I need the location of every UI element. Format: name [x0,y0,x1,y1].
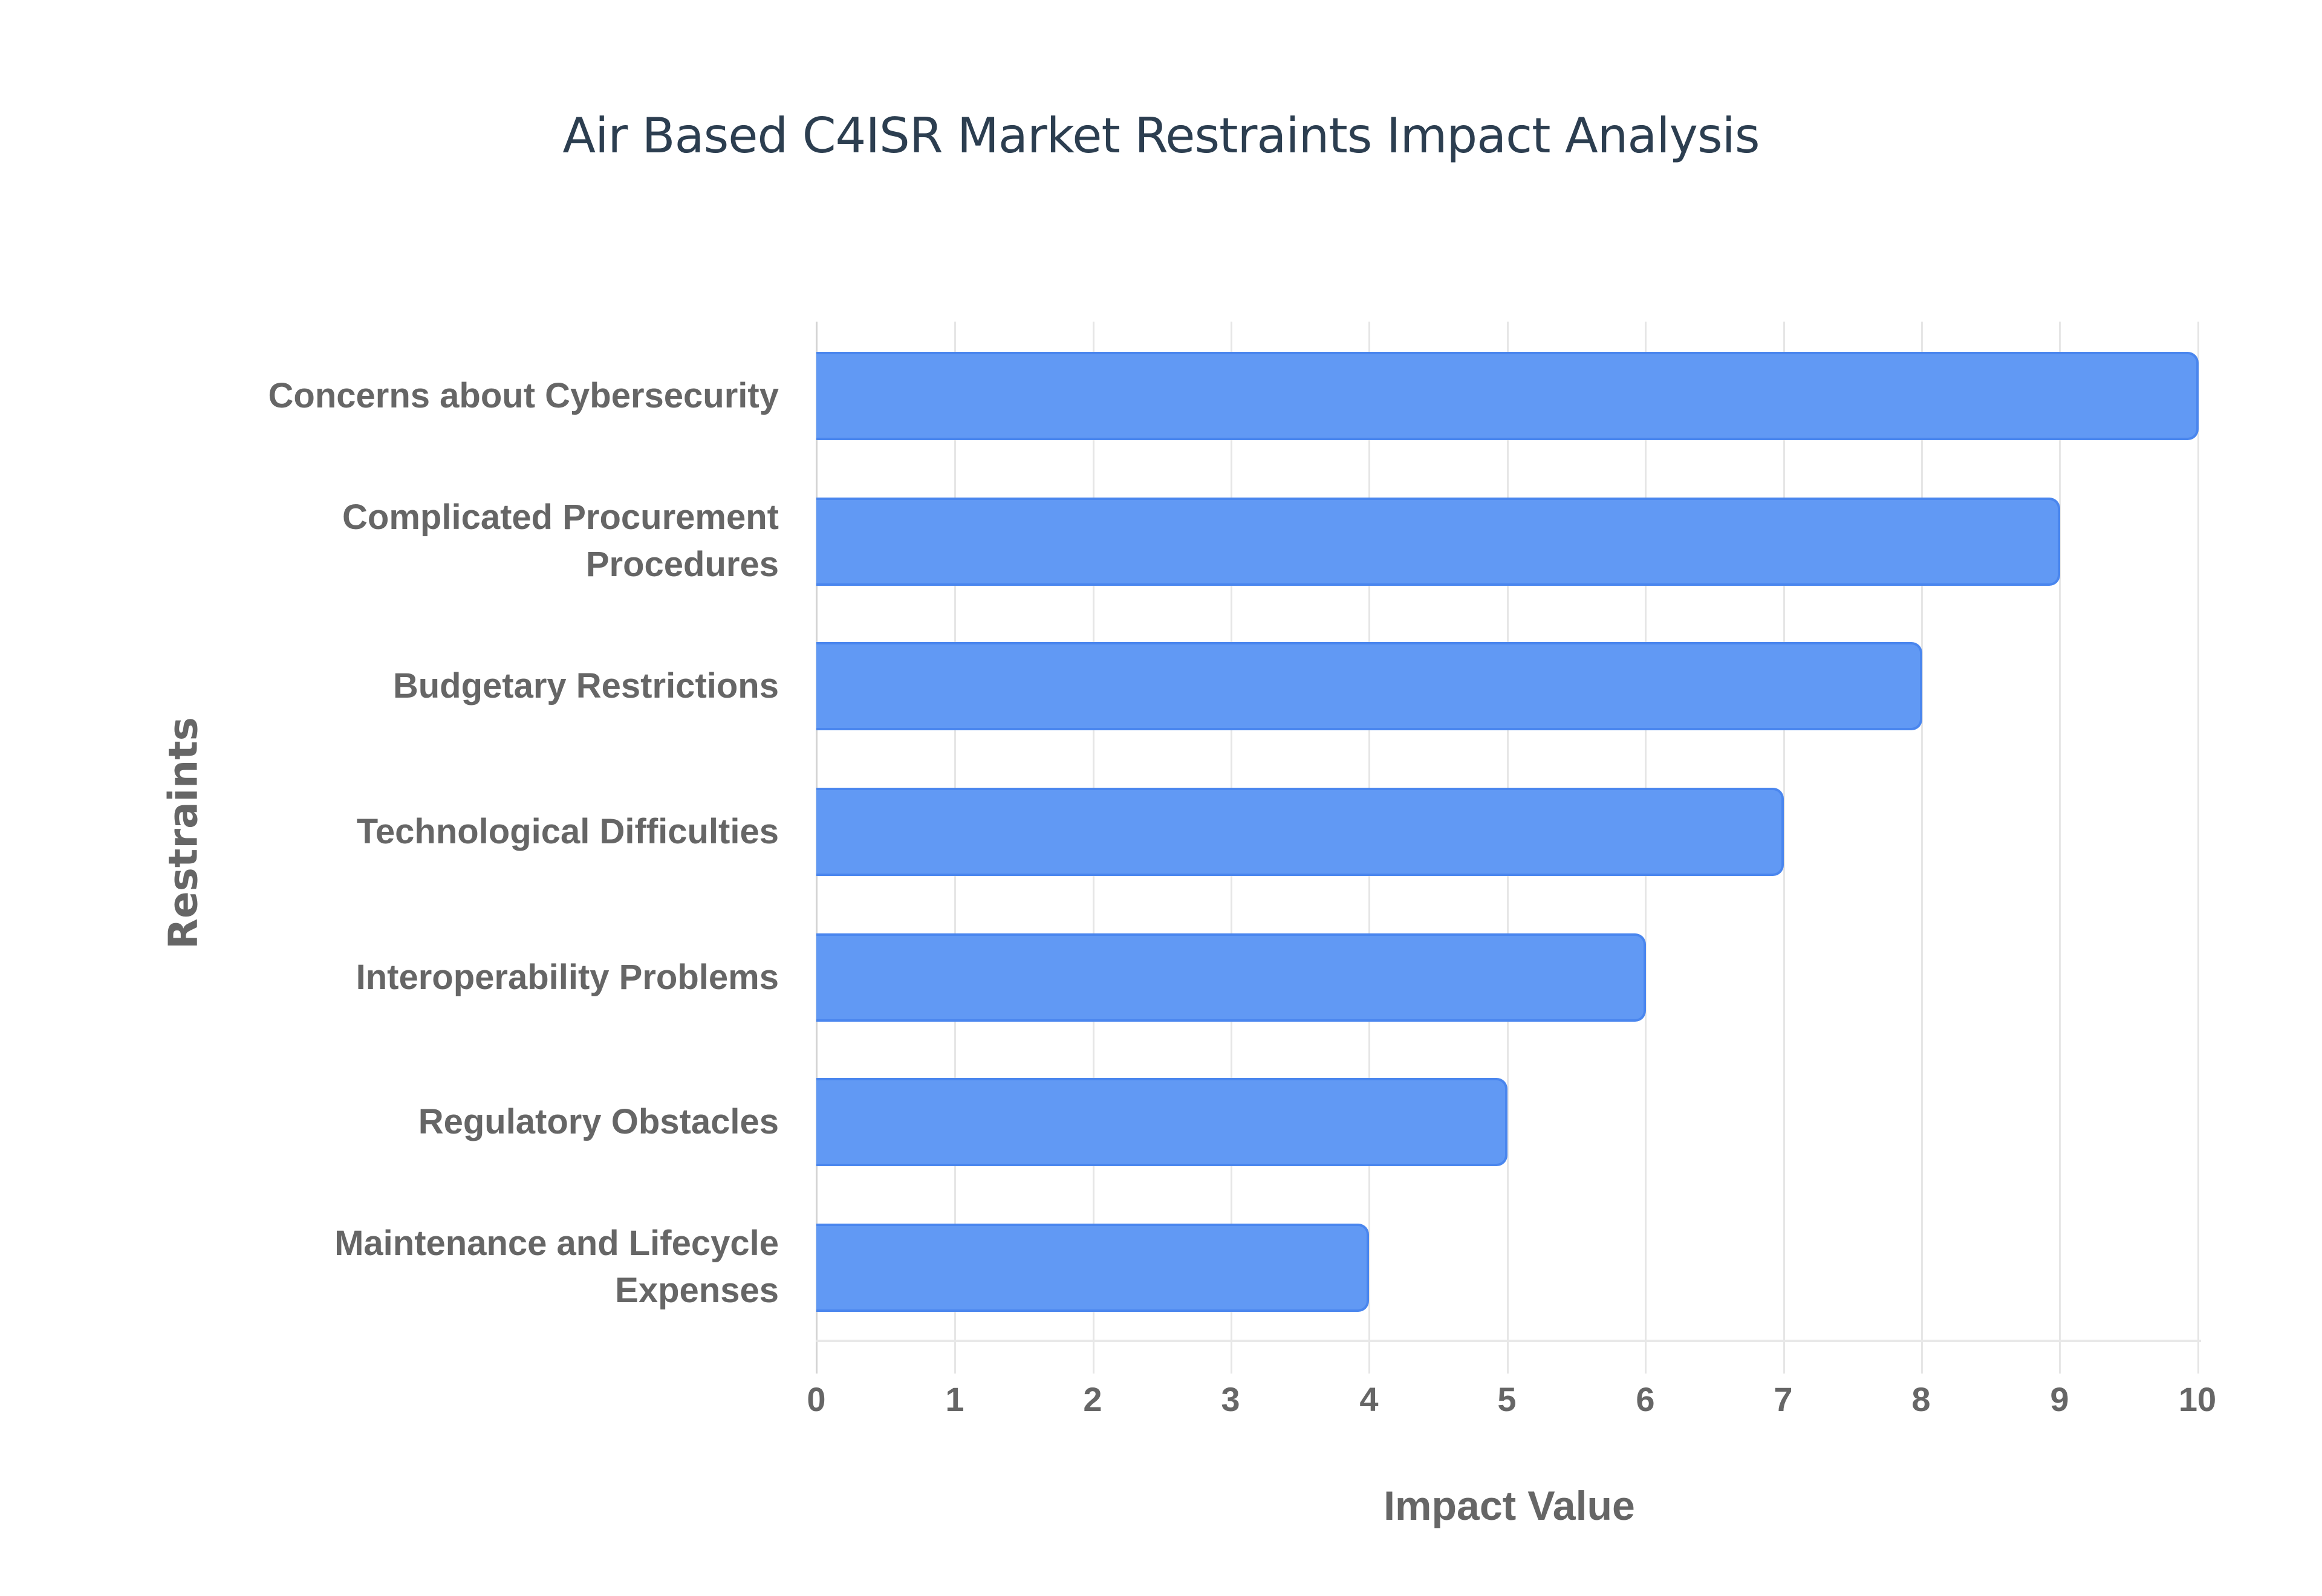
bar-procurement[interactable] [816,498,2061,586]
category-label: Concerns about Cybersecurity [114,372,779,420]
x-tick-label: 3 [1221,1380,1240,1418]
category-label: Interoperability Problems [114,954,779,1001]
bar-budgetary[interactable] [816,642,1922,730]
bar-interoperability[interactable] [816,933,1646,1022]
category-label-line: Complicated Procurement [342,498,779,537]
x-tick-label: 2 [1083,1380,1102,1418]
bar-cybersecurity[interactable] [816,352,2199,440]
x-tick-label: 8 [1911,1380,1931,1418]
x-tick-label: 4 [1359,1380,1379,1418]
gridline-10 [2197,322,2199,1374]
category-label: Maintenance and Lifecycle Expenses [114,1220,779,1314]
category-label: Complicated Procurement Procedures [114,494,779,588]
x-tick-label: 1 [945,1380,964,1418]
bar-regulatory[interactable] [816,1078,1507,1166]
category-label-line: Interoperability Problems [356,958,779,997]
x-axis-line [816,1340,2201,1342]
bar-technological[interactable] [816,788,1784,876]
gridline-9 [2059,322,2061,1374]
category-label-line: Concerns about Cybersecurity [268,376,779,415]
category-label-line: Procedures [585,545,779,584]
gridline-7 [1783,322,1785,1374]
gridline-8 [1921,322,1923,1374]
chart-title: Air Based C4ISR Market Restraints Impact… [562,108,1760,164]
category-label-line: Regulatory Obstacles [418,1102,779,1141]
category-label: Budgetary Restrictions [114,663,779,710]
category-label-line: Budgetary Restrictions [392,666,779,706]
x-tick-label: 9 [2050,1380,2069,1418]
x-tick-label: 5 [1497,1380,1517,1418]
x-tick-label: 0 [807,1380,826,1418]
category-label-line: Maintenance and Lifecycle [334,1224,779,1263]
category-label: Technological Difficulties [114,808,779,855]
category-label: Regulatory Obstacles [114,1098,779,1146]
category-label-line: Technological Difficulties [356,812,779,851]
x-axis-title: Impact Value [1384,1483,1635,1529]
x-tick-label: 10 [2178,1380,2217,1418]
bar-maintenance[interactable] [816,1224,1370,1312]
plot-area [816,322,2201,1374]
x-tick-label: 6 [1636,1380,1655,1418]
category-label-line: Expenses [615,1271,779,1310]
x-tick-label: 7 [1774,1380,1793,1418]
